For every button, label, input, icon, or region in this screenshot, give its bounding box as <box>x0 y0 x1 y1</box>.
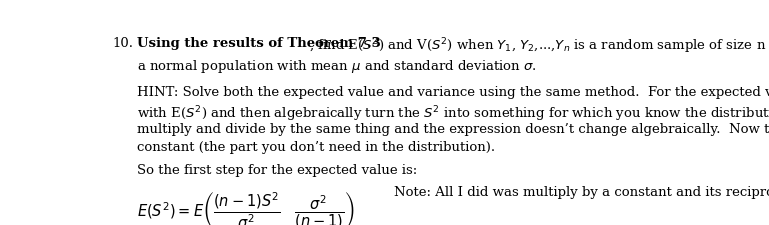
Text: Using the results of Theorem 7.3: Using the results of Theorem 7.3 <box>137 36 381 50</box>
Text: with E($S^2$) and then algebraically turn the $S^2$ into something for which you: with E($S^2$) and then algebraically tur… <box>137 104 769 124</box>
Text: constant (the part you don’t need in the distribution).: constant (the part you don’t need in the… <box>137 140 494 153</box>
Text: HINT: Solve both the expected value and variance using the same method.  For the: HINT: Solve both the expected value and … <box>137 86 769 99</box>
Text: , find E($S^2$) and V($S^2$) when $Y_1$, $Y_2$,...,$Y_n$ is a random sample of s: , find E($S^2$) and V($S^2$) when $Y_1$,… <box>309 36 769 56</box>
Text: So the first step for the expected value is:: So the first step for the expected value… <box>137 163 417 176</box>
Text: multiply and divide by the same thing and the expression doesn’t change algebrai: multiply and divide by the same thing an… <box>137 122 769 135</box>
Text: $E(S^2) = E\left(\dfrac{(n-1)S^2}{\sigma^2} \quad \dfrac{\sigma^2}{(n-1)}\right): $E(S^2) = E\left(\dfrac{(n-1)S^2}{\sigma… <box>137 190 355 225</box>
Text: 10.: 10. <box>113 36 134 50</box>
Text: Note: All I did was multiply by a constant and its reciprocal.: Note: All I did was multiply by a consta… <box>394 186 769 198</box>
Text: a normal population with mean $\mu$ and standard deviation $\sigma$.: a normal population with mean $\mu$ and … <box>137 58 537 75</box>
